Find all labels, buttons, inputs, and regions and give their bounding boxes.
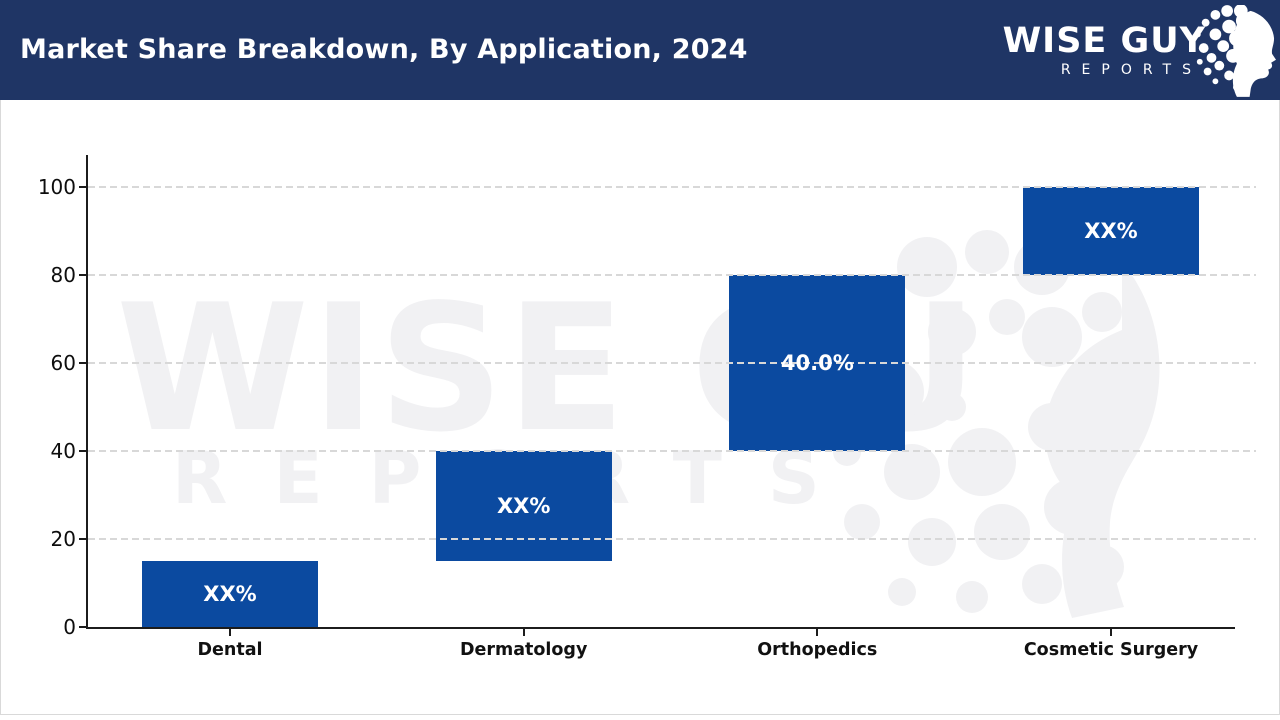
y-axis-tick [79,626,87,628]
y-axis-tick [79,450,87,452]
x-category-label: Orthopedics [757,640,878,660]
y-axis-line [86,155,88,629]
y-tick-label: 60 [50,351,76,375]
gridline-60 [88,362,1256,364]
chart-title: Market Share Breakdown, By Application, … [20,34,748,65]
y-tick-label: 40 [50,439,76,463]
bar-dental [142,561,318,627]
x-axis-tick [229,628,231,636]
bar-dermatology [435,451,612,561]
bar-value-label: XX% [1084,219,1138,243]
logo-wordmark: WISE GUY [1002,21,1206,61]
x-category-label: Cosmetic Surgery [1023,640,1199,660]
gridline-20 [88,538,1256,540]
bar-cosmetic-surgery [1023,187,1199,275]
x-axis-line [86,627,1235,629]
x-axis-tick [1110,628,1112,636]
wiseguy-face-logo-icon [1194,5,1276,97]
bar-value-label: XX% [496,494,551,518]
y-axis-tick [79,362,87,364]
y-tick-label: 80 [50,263,76,287]
x-axis-tick [816,628,819,636]
x-category-label: Dermatology [459,640,588,660]
y-axis-tick [79,186,87,188]
x-axis-tick [522,628,525,636]
y-tick-label: 20 [50,527,76,551]
logo-subtitle: REPORTS [1060,62,1202,78]
header-bar: Market Share Breakdown, By Application, … [0,0,1280,100]
gridline-100 [88,186,1256,188]
gridline-40 [88,450,1256,452]
wiseguy-logo: WISE GUY REPORTS [1003,0,1280,100]
x-category-label: Dental [197,640,263,660]
gridline-80 [88,274,1256,276]
y-axis-tick [79,538,87,540]
bar-value-label: 40.0% [780,351,854,375]
bar-value-label: XX% [203,582,257,606]
y-tick-label: 0 [63,615,76,639]
y-tick-label: 100 [37,175,76,199]
y-axis-tick [79,274,87,276]
